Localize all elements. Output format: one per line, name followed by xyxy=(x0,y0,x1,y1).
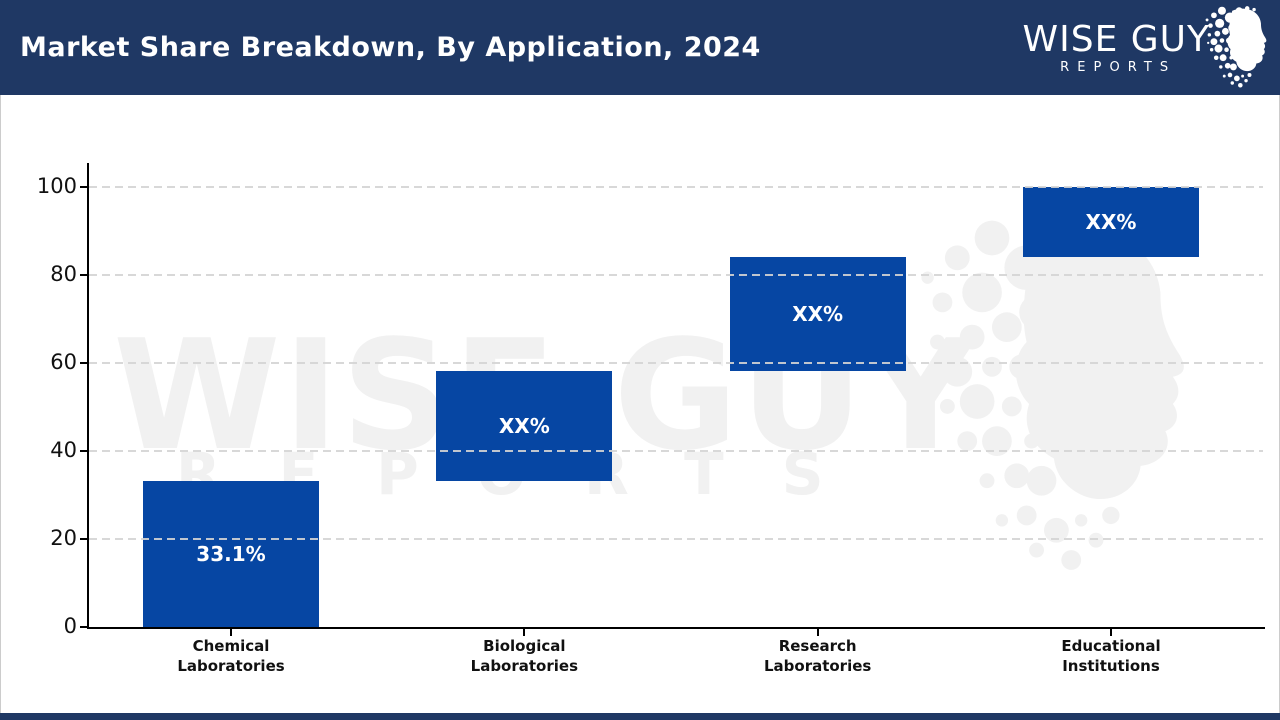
x-category-label: Research Laboratories xyxy=(668,636,968,676)
bar-value-label: XX% xyxy=(1085,209,1137,234)
y-tick-label: 0 xyxy=(63,614,77,638)
x-axis-spine xyxy=(87,627,1265,629)
y-tick-mark xyxy=(80,450,87,452)
x-category-label-line: Educational xyxy=(1061,637,1161,655)
bar-segment: XX% xyxy=(436,371,613,482)
header-bar: Market Share Breakdown, By Application, … xyxy=(0,0,1280,95)
x-category-label-line: Laboratories xyxy=(763,657,872,675)
x-category-label: Biological Laboratories xyxy=(374,636,674,676)
bar-value-label: 33.1% xyxy=(196,542,266,567)
y-tick-mark xyxy=(80,626,87,628)
bar-segment: 33.1% xyxy=(143,481,319,627)
wise-guy-reports-logo: WISE GUY REPORTS xyxy=(1023,4,1273,92)
bar-segment: XX% xyxy=(729,256,906,372)
y-tick-mark xyxy=(80,538,87,540)
bar-value-label: XX% xyxy=(792,302,844,327)
y-tick-label: 60 xyxy=(50,350,77,374)
logo-text: WISE GUY REPORTS xyxy=(1022,19,1211,76)
y-tick-label: 20 xyxy=(50,526,77,550)
y-axis-spine xyxy=(87,163,89,629)
x-category-label-line: Research xyxy=(778,637,857,655)
x-category-label-line: Laboratories xyxy=(470,657,578,675)
y-tick-mark xyxy=(80,362,87,364)
y-tick-label: 40 xyxy=(50,438,77,462)
watermark-head-icon xyxy=(921,218,1184,570)
x-category-label-line: Laboratories xyxy=(177,657,285,675)
y-gridline xyxy=(89,274,1263,276)
y-gridline xyxy=(89,538,1263,540)
y-gridline xyxy=(89,450,1263,452)
logo-brand-bottom: REPORTS xyxy=(1060,60,1177,75)
x-category-label-line: Biological xyxy=(483,637,566,655)
x-category-label-line: Chemical xyxy=(192,637,270,655)
x-category-label-line: Institutions xyxy=(1062,657,1160,675)
y-tick-label: 100 xyxy=(36,174,77,198)
footer-bar xyxy=(0,713,1280,720)
x-tick-mark xyxy=(230,629,232,636)
x-tick-mark xyxy=(816,629,819,636)
logo-brand-top: WISE GUY xyxy=(1022,19,1210,60)
y-tick-mark xyxy=(80,274,87,276)
y-tick-mark xyxy=(80,186,87,188)
logo-head-icon xyxy=(1205,6,1267,88)
x-tick-mark xyxy=(523,629,526,636)
x-category-label: Chemical Laboratories xyxy=(81,636,381,676)
page-title: Market Share Breakdown, By Application, … xyxy=(20,32,761,63)
y-gridline xyxy=(89,362,1263,364)
x-tick-mark xyxy=(1109,629,1112,636)
x-category-label: Educational Institutions xyxy=(961,636,1261,676)
bar-value-label: XX% xyxy=(498,414,550,439)
bar-segment: XX% xyxy=(1022,187,1199,257)
y-gridline xyxy=(89,186,1263,188)
chart-area: WISE GUY REPORTS 02040608010033.1%Chemic… xyxy=(0,95,1280,713)
y-tick-label: 80 xyxy=(50,262,77,286)
